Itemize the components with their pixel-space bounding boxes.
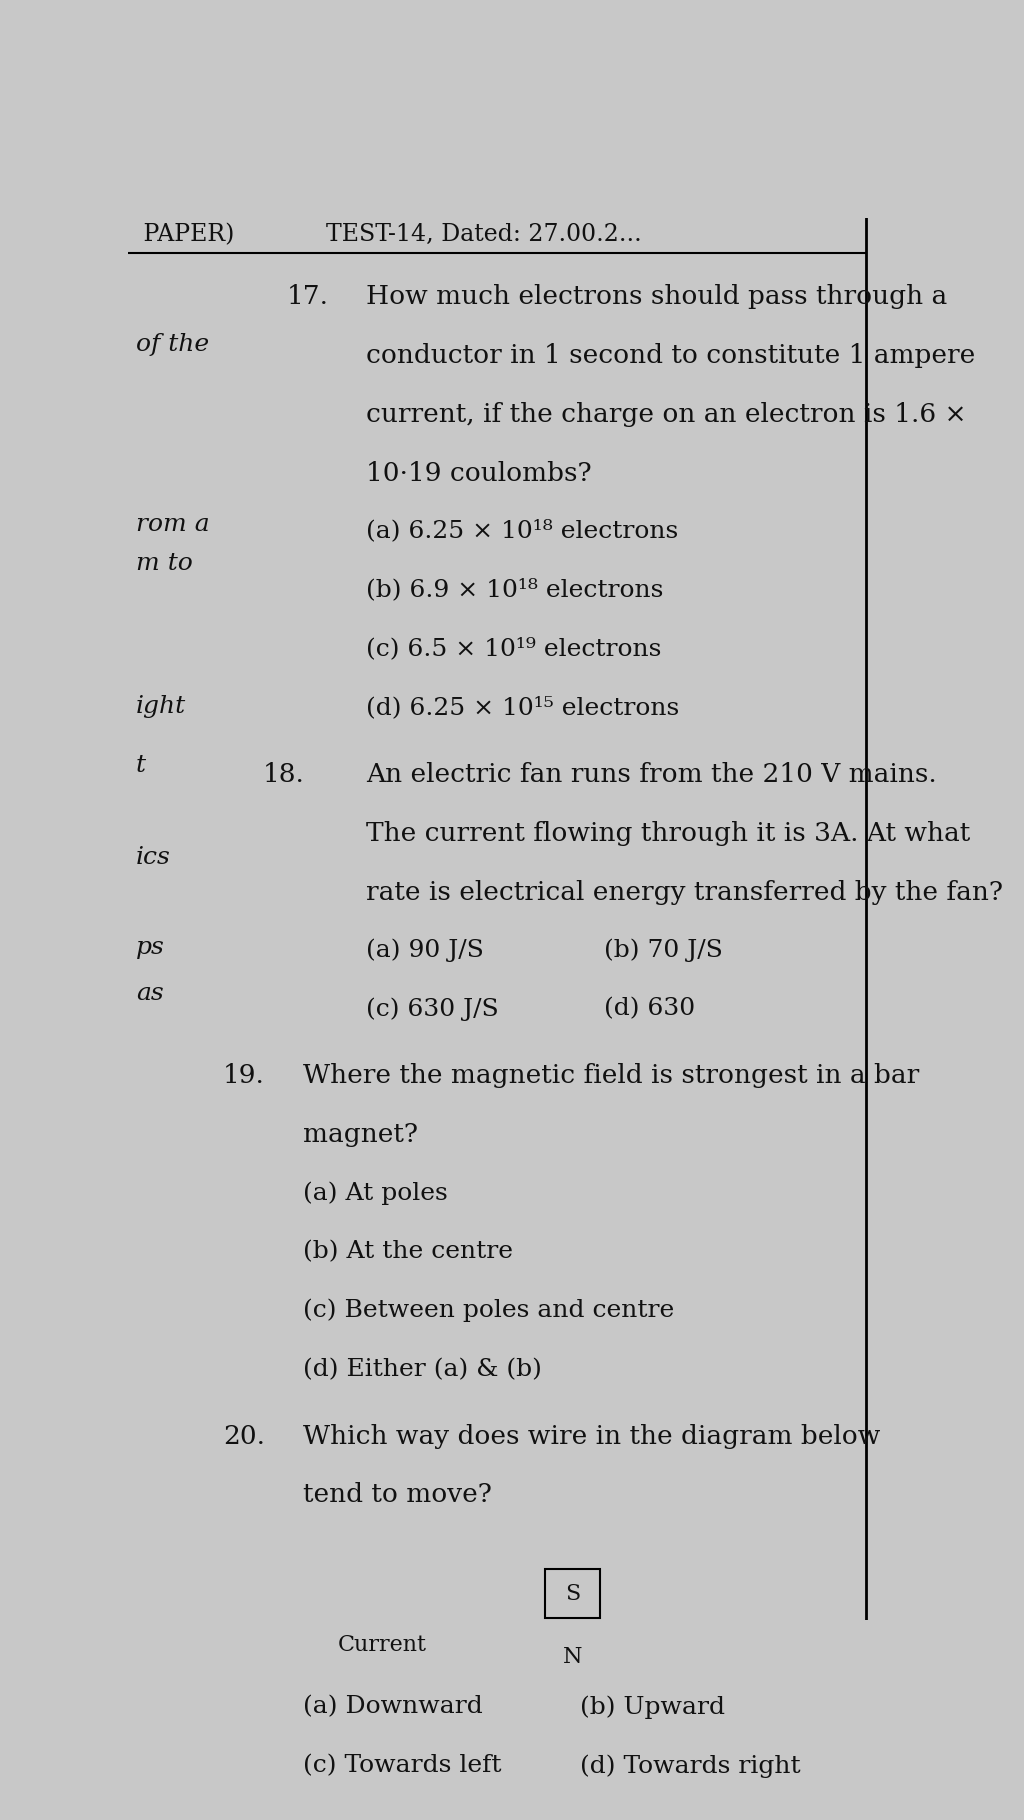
Text: (b) Upward: (b) Upward [581, 1696, 725, 1720]
Text: (a) 6.25 × 10¹⁸ electrons: (a) 6.25 × 10¹⁸ electrons [367, 521, 678, 542]
Text: m to: m to [136, 551, 193, 575]
Text: rom a: rom a [136, 513, 210, 535]
Text: 17.: 17. [287, 284, 329, 309]
Text: (c) Towards left: (c) Towards left [303, 1754, 501, 1778]
Text: (d) 6.25 × 10¹⁵ electrons: (d) 6.25 × 10¹⁵ electrons [367, 697, 679, 719]
Text: current, if the charge on an electron is 1.6 ×: current, if the charge on an electron is… [367, 402, 967, 428]
Text: conductor in 1 second to constitute 1 ampere: conductor in 1 second to constitute 1 am… [367, 344, 975, 368]
Text: The current flowing through it is 3A. At what: The current flowing through it is 3A. At… [367, 821, 971, 846]
Text: (c) 6.5 × 10¹⁹ electrons: (c) 6.5 × 10¹⁹ electrons [367, 637, 662, 661]
Text: tend to move?: tend to move? [303, 1483, 492, 1507]
Text: ight: ight [136, 695, 186, 717]
Text: S: S [565, 1583, 580, 1605]
Text: (b) At the centre: (b) At the centre [303, 1239, 513, 1263]
Text: (a) 90 J/S: (a) 90 J/S [367, 939, 484, 963]
Text: 20.: 20. [223, 1423, 265, 1449]
Text: (c) 630 J/S: (c) 630 J/S [367, 997, 499, 1021]
Text: ics: ics [136, 846, 171, 870]
Text: PAPER): PAPER) [136, 224, 234, 246]
Text: Where the magnetic field is strongest in a bar: Where the magnetic field is strongest in… [303, 1063, 919, 1088]
Text: (d) Either (a) & (b): (d) Either (a) & (b) [303, 1358, 542, 1381]
Text: ps: ps [136, 935, 165, 959]
Text: An electric fan runs from the 210 V mains.: An electric fan runs from the 210 V main… [367, 763, 937, 786]
Text: (d) Towards right: (d) Towards right [581, 1754, 801, 1778]
Text: 10·19 coulombs?: 10·19 coulombs? [367, 460, 592, 486]
Text: of the: of the [136, 333, 209, 357]
Text: (a) Downward: (a) Downward [303, 1696, 482, 1718]
Text: N: N [562, 1645, 583, 1667]
Text: 18.: 18. [263, 763, 305, 786]
Text: Which way does wire in the diagram below: Which way does wire in the diagram below [303, 1423, 880, 1449]
Text: Current: Current [338, 1634, 426, 1656]
Text: (b) 70 J/S: (b) 70 J/S [604, 939, 723, 963]
Text: t: t [136, 753, 146, 777]
Text: magnet?: magnet? [303, 1123, 418, 1147]
Text: (c) Between poles and centre: (c) Between poles and centre [303, 1299, 674, 1323]
Text: How much electrons should pass through a: How much electrons should pass through a [367, 284, 947, 309]
Text: as: as [136, 983, 164, 1005]
Text: (a) At poles: (a) At poles [303, 1181, 447, 1205]
Bar [545, 1633, 600, 1682]
Bar [545, 1569, 600, 1618]
Text: 19.: 19. [223, 1063, 265, 1088]
Text: TEST-14, Dated: 27.00.2...: TEST-14, Dated: 27.00.2... [327, 224, 642, 246]
Text: rate is electrical energy transferred by the fan?: rate is electrical energy transferred by… [367, 879, 1004, 905]
Text: (d) 630: (d) 630 [604, 997, 695, 1021]
Text: (b) 6.9 × 10¹⁸ electrons: (b) 6.9 × 10¹⁸ electrons [367, 579, 664, 602]
